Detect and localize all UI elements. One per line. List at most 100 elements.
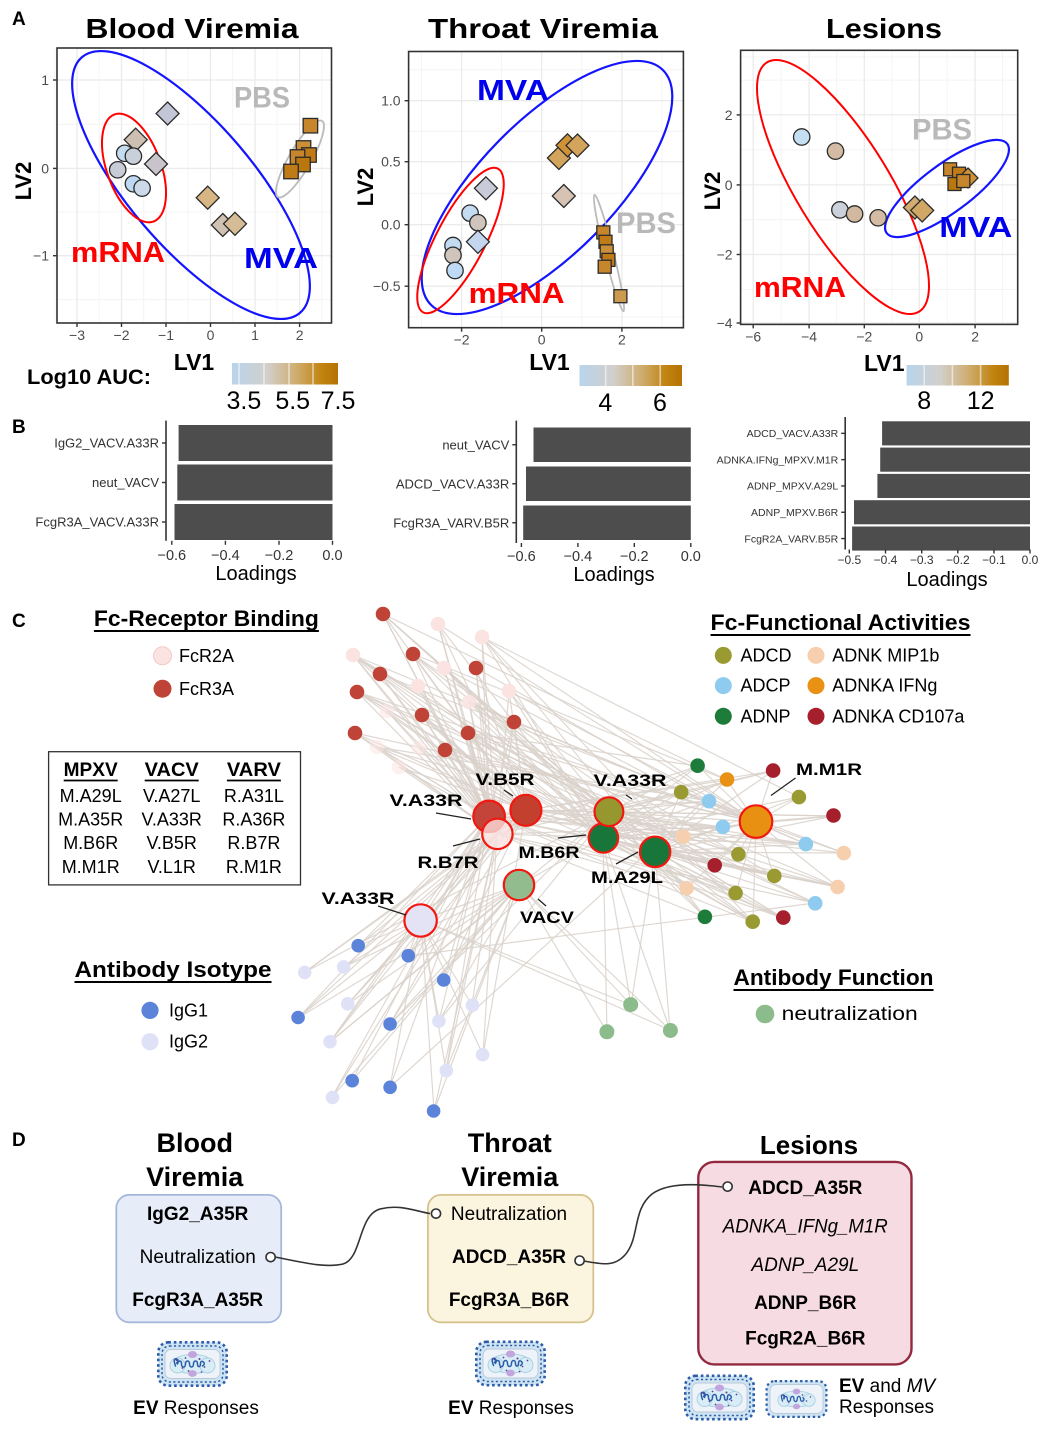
svg-text:ADNP: ADNP bbox=[741, 706, 791, 726]
svg-text:0.0: 0.0 bbox=[322, 548, 342, 564]
svg-text:ADNKA IFNg: ADNKA IFNg bbox=[832, 676, 937, 696]
svg-text:−0.4: −0.4 bbox=[564, 549, 593, 565]
svg-text:A: A bbox=[12, 9, 26, 30]
svg-text:ADCD_VACV.A33R: ADCD_VACV.A33R bbox=[747, 428, 839, 440]
svg-text:MPXV: MPXV bbox=[64, 760, 118, 781]
svg-text:ADNP_B6R: ADNP_B6R bbox=[754, 1293, 857, 1314]
svg-text:0.0: 0.0 bbox=[681, 549, 701, 565]
svg-text:−4: −4 bbox=[717, 315, 733, 331]
svg-text:Blood: Blood bbox=[156, 1128, 232, 1158]
svg-text:neut_VACV: neut_VACV bbox=[442, 437, 509, 452]
svg-text:LV2: LV2 bbox=[700, 172, 725, 211]
svg-text:mRNA: mRNA bbox=[469, 278, 565, 310]
svg-text:−0.2: −0.2 bbox=[265, 548, 294, 564]
svg-text:−0.1: −0.1 bbox=[982, 553, 1006, 567]
svg-text:M.A29L: M.A29L bbox=[591, 869, 663, 887]
svg-text:−0.4: −0.4 bbox=[211, 548, 240, 564]
svg-text:6: 6 bbox=[653, 389, 667, 417]
svg-text:FcgR2A_B6R: FcgR2A_B6R bbox=[745, 1329, 866, 1350]
svg-text:−2: −2 bbox=[856, 328, 872, 344]
svg-text:2: 2 bbox=[725, 107, 733, 123]
svg-text:LV2: LV2 bbox=[353, 168, 378, 207]
svg-text:V.A33R: V.A33R bbox=[390, 792, 463, 810]
svg-text:1: 1 bbox=[251, 327, 259, 343]
svg-text:ADNP_A29L: ADNP_A29L bbox=[750, 1255, 859, 1276]
svg-text:EV and MV: EV and MV bbox=[839, 1376, 937, 1397]
svg-text:−0.5: −0.5 bbox=[837, 553, 861, 567]
svg-text:M.M1R: M.M1R bbox=[796, 761, 862, 779]
svg-text:−2: −2 bbox=[454, 332, 470, 348]
svg-text:V.A33R: V.A33R bbox=[142, 810, 202, 830]
svg-text:MVA: MVA bbox=[244, 243, 318, 275]
svg-text:Throat Viremia: Throat Viremia bbox=[428, 13, 658, 44]
svg-text:IgG2: IgG2 bbox=[169, 1032, 208, 1052]
svg-text:0.0: 0.0 bbox=[381, 217, 401, 233]
svg-text:V.A27L: V.A27L bbox=[143, 786, 200, 806]
svg-text:0: 0 bbox=[41, 160, 49, 176]
svg-text:mRNA: mRNA bbox=[754, 272, 846, 304]
svg-text:ADCD: ADCD bbox=[741, 645, 792, 665]
svg-text:EV Responses: EV Responses bbox=[133, 1398, 259, 1419]
svg-text:R.A31L: R.A31L bbox=[224, 786, 284, 806]
svg-text:ADNKA.IFNg_MPXV.M1R: ADNKA.IFNg_MPXV.M1R bbox=[717, 454, 839, 466]
svg-text:Responses: Responses bbox=[839, 1397, 934, 1418]
svg-text:FcgR3A_B6R: FcgR3A_B6R bbox=[449, 1290, 570, 1311]
svg-text:−6: −6 bbox=[745, 328, 761, 344]
svg-text:0.0: 0.0 bbox=[1022, 553, 1039, 567]
svg-text:M.M1R: M.M1R bbox=[62, 857, 120, 877]
svg-text:Loadings: Loadings bbox=[906, 569, 987, 591]
svg-text:4: 4 bbox=[598, 389, 612, 417]
svg-text:neutralization: neutralization bbox=[782, 1004, 918, 1025]
svg-text:0: 0 bbox=[915, 328, 923, 344]
svg-text:−2: −2 bbox=[717, 247, 733, 263]
svg-text:ADNK MIP1b: ADNK MIP1b bbox=[832, 645, 939, 665]
svg-text:−0.4: −0.4 bbox=[874, 553, 898, 567]
svg-text:V.B5R: V.B5R bbox=[476, 771, 535, 789]
svg-text:ADNKA CD107a: ADNKA CD107a bbox=[832, 706, 965, 726]
svg-text:1.0: 1.0 bbox=[381, 93, 401, 109]
svg-text:−0.6: −0.6 bbox=[507, 549, 536, 565]
svg-text:FcR2A: FcR2A bbox=[179, 646, 234, 666]
svg-text:−1: −1 bbox=[33, 248, 49, 264]
svg-text:PBS: PBS bbox=[616, 207, 676, 240]
svg-text:LV1: LV1 bbox=[529, 349, 570, 375]
svg-text:mRNA: mRNA bbox=[71, 237, 165, 269]
svg-text:B: B bbox=[12, 417, 26, 438]
svg-text:3.5: 3.5 bbox=[227, 387, 262, 415]
svg-text:−4: −4 bbox=[801, 328, 817, 344]
svg-text:R.B7R: R.B7R bbox=[418, 854, 479, 872]
svg-text:−0.2: −0.2 bbox=[620, 549, 649, 565]
svg-text:V.B5R: V.B5R bbox=[147, 833, 197, 853]
svg-text:VACV: VACV bbox=[145, 760, 199, 781]
svg-text:ADNP_MPXV.B6R: ADNP_MPXV.B6R bbox=[751, 507, 839, 519]
svg-text:ADCD_VACV.A33R: ADCD_VACV.A33R bbox=[396, 476, 509, 491]
svg-text:MVA: MVA bbox=[477, 75, 549, 107]
svg-text:FcgR3A_VACV.A33R: FcgR3A_VACV.A33R bbox=[35, 515, 159, 530]
svg-text:Antibody Function: Antibody Function bbox=[734, 965, 934, 990]
svg-text:LV1: LV1 bbox=[864, 350, 905, 376]
svg-text:ADCD_A35R: ADCD_A35R bbox=[452, 1247, 566, 1268]
svg-text:PBS: PBS bbox=[912, 114, 972, 147]
svg-text:R.M1R: R.M1R bbox=[226, 857, 282, 877]
svg-text:ADNP_MPXV.A29L: ADNP_MPXV.A29L bbox=[747, 481, 838, 493]
svg-text:VARV: VARV bbox=[227, 760, 281, 781]
svg-text:M.B6R: M.B6R bbox=[63, 833, 118, 853]
svg-text:−0.5: −0.5 bbox=[373, 278, 401, 294]
svg-text:LV1: LV1 bbox=[174, 349, 215, 375]
svg-text:D: D bbox=[12, 1130, 26, 1151]
svg-text:1: 1 bbox=[41, 72, 49, 88]
svg-text:neut_VACV: neut_VACV bbox=[92, 475, 159, 490]
svg-text:2: 2 bbox=[971, 328, 979, 344]
svg-text:5.5: 5.5 bbox=[275, 387, 310, 415]
svg-text:Lesions: Lesions bbox=[760, 1130, 858, 1160]
svg-text:0: 0 bbox=[538, 332, 546, 348]
svg-text:12: 12 bbox=[967, 387, 995, 415]
svg-text:−1: −1 bbox=[158, 327, 174, 343]
svg-text:Neutralization: Neutralization bbox=[140, 1247, 256, 1268]
svg-text:FcgR2A_VARV.B5R: FcgR2A_VARV.B5R bbox=[744, 533, 838, 545]
svg-text:0.5: 0.5 bbox=[381, 154, 401, 170]
svg-text:IgG1: IgG1 bbox=[169, 1000, 208, 1020]
svg-text:Antibody Isotype: Antibody Isotype bbox=[75, 957, 272, 982]
svg-text:EV Responses: EV Responses bbox=[448, 1398, 574, 1419]
svg-text:ADNKA_IFNg_M1R: ADNKA_IFNg_M1R bbox=[722, 1217, 888, 1238]
